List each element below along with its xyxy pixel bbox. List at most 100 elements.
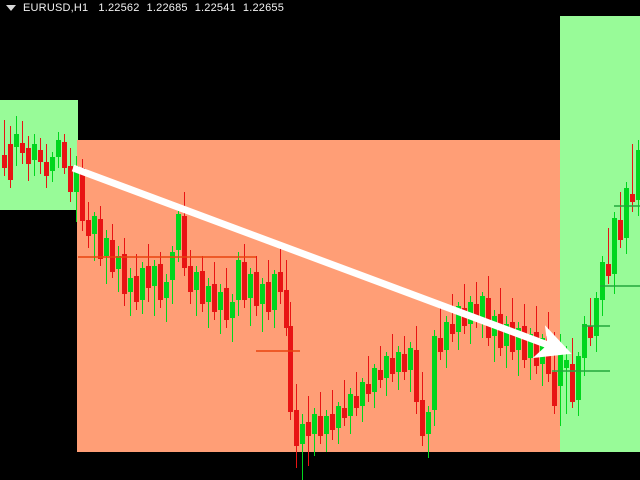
- candle-body: [200, 271, 205, 304]
- candle-body: [122, 254, 127, 294]
- candle-body: [576, 356, 581, 400]
- candle-body: [588, 326, 593, 338]
- candle-body: [254, 272, 259, 306]
- candle-body: [68, 166, 73, 192]
- candle-body: [98, 219, 103, 259]
- candle-body: [444, 322, 449, 350]
- candle-body: [32, 144, 37, 160]
- candle-body: [456, 306, 461, 332]
- candle-wick: [440, 306, 441, 360]
- candle-wick: [166, 274, 167, 322]
- candle-body: [342, 408, 347, 418]
- candle-body: [230, 302, 235, 318]
- candle-body: [134, 276, 139, 302]
- candle-wick: [94, 212, 95, 261]
- candle-body: [486, 298, 491, 338]
- chart-plot-area[interactable]: [0, 16, 640, 480]
- triangle-down-icon[interactable]: [6, 5, 16, 11]
- candle-wick: [632, 144, 633, 212]
- candle-wick: [232, 294, 233, 342]
- chart-titlebar: EURUSD,H1 1.22562 1.22685 1.22541 1.2265…: [0, 0, 640, 16]
- candle-body: [330, 414, 335, 430]
- candle-wick: [154, 260, 155, 316]
- candle-body: [266, 282, 271, 312]
- candle-wick: [344, 380, 345, 426]
- candle-body: [558, 346, 563, 386]
- quote-close: 1.22655: [242, 1, 285, 14]
- candle-body: [312, 414, 317, 434]
- candle-wick: [494, 310, 495, 362]
- candle-body: [618, 220, 623, 240]
- candle-body: [164, 282, 169, 298]
- candle-body: [288, 326, 293, 412]
- candle-body: [582, 324, 587, 358]
- candle-wick: [22, 121, 23, 164]
- candle-wick: [566, 346, 567, 414]
- candle-body: [300, 424, 305, 444]
- candle-wick: [302, 414, 303, 480]
- candle-body: [80, 168, 85, 221]
- candle-body: [336, 406, 341, 428]
- candle-body: [224, 288, 229, 320]
- candle-body: [236, 260, 241, 300]
- candle-body: [414, 350, 419, 402]
- candle-body: [420, 400, 425, 436]
- candle-body: [306, 422, 311, 436]
- candle-body: [636, 150, 640, 200]
- candle-body: [212, 284, 217, 312]
- candle-body: [594, 298, 599, 336]
- candle-body: [2, 155, 7, 168]
- candle-body: [438, 338, 443, 352]
- candle-body: [516, 328, 521, 350]
- candle-body: [284, 290, 289, 328]
- candle-body: [396, 352, 401, 372]
- candle-body: [402, 354, 407, 372]
- quote-low: 1.22541: [194, 1, 236, 14]
- candle-wick: [590, 298, 591, 346]
- trend-arrow-down[interactable]: [71, 164, 572, 358]
- quote-bid: 1.22562: [98, 1, 140, 14]
- candle-body: [372, 368, 377, 392]
- candle-body: [432, 336, 437, 410]
- price-chart[interactable]: [0, 16, 640, 480]
- candle-wick: [452, 294, 453, 342]
- candle-body: [44, 162, 49, 176]
- arrow-layer: [71, 164, 572, 358]
- candle-body: [612, 218, 617, 274]
- candle-body: [528, 334, 533, 358]
- candle-body: [146, 266, 151, 288]
- candle-wick: [356, 372, 357, 416]
- candle-body: [552, 372, 557, 406]
- candle-body: [360, 382, 365, 406]
- candle-body: [116, 256, 121, 269]
- candle-body: [92, 216, 97, 234]
- candle-body: [522, 326, 527, 360]
- candle-body: [8, 144, 13, 180]
- candle-body: [450, 324, 455, 334]
- candle-body: [110, 240, 115, 272]
- candle-body: [324, 416, 329, 434]
- candle-body: [504, 324, 509, 346]
- candle-body: [378, 370, 383, 380]
- candle-wick: [262, 278, 263, 332]
- candle-body: [272, 274, 277, 310]
- candle-body: [56, 140, 61, 157]
- candle-body: [242, 262, 247, 300]
- symbol-label: EURUSD,H1: [23, 1, 89, 14]
- candle-body: [20, 143, 25, 153]
- candle-body: [218, 292, 223, 310]
- candle-body: [206, 286, 211, 302]
- candle-body: [86, 220, 91, 236]
- candle-body: [176, 214, 181, 250]
- candle-wick: [130, 268, 131, 316]
- candle-body: [194, 272, 199, 290]
- candle-wick: [118, 246, 119, 292]
- candle-body: [104, 238, 109, 256]
- candle-wick: [380, 346, 381, 388]
- candle-body: [348, 394, 353, 416]
- candle-body: [384, 356, 389, 378]
- candle-body: [152, 266, 157, 286]
- candle-body: [128, 278, 133, 292]
- candle-body: [38, 150, 43, 162]
- candle-body: [182, 216, 187, 268]
